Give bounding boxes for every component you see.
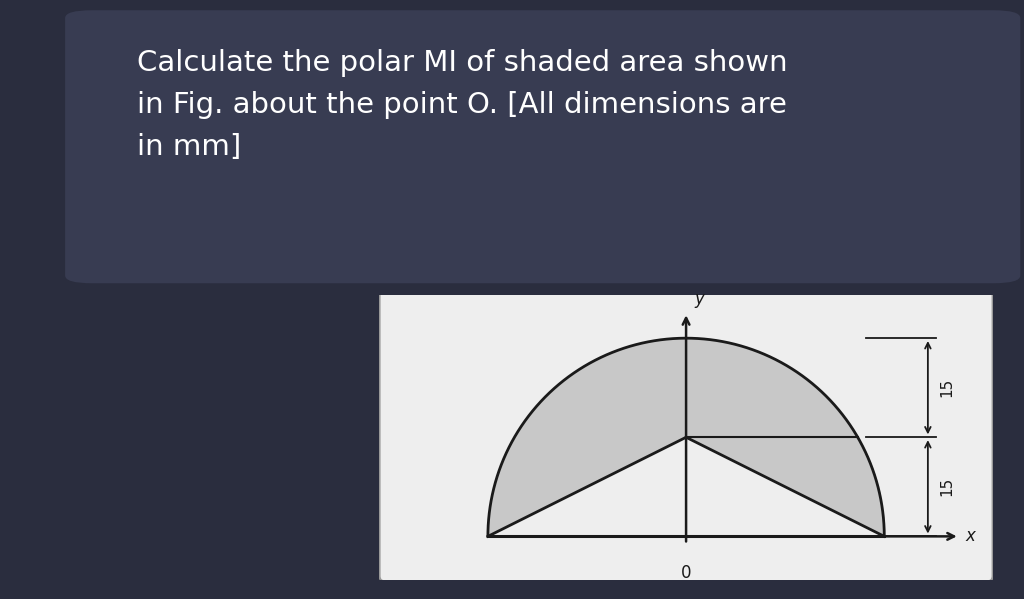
Text: 0: 0	[681, 564, 691, 582]
Text: y: y	[694, 291, 703, 308]
Polygon shape	[487, 437, 885, 536]
Text: Calculate the polar MI of shaded area shown
in Fig. about the point O. [All dime: Calculate the polar MI of shaded area sh…	[137, 49, 787, 162]
Text: 15: 15	[940, 378, 954, 397]
Text: x: x	[966, 527, 976, 545]
FancyBboxPatch shape	[66, 10, 1020, 283]
FancyBboxPatch shape	[380, 289, 992, 581]
Text: 15: 15	[940, 477, 954, 497]
